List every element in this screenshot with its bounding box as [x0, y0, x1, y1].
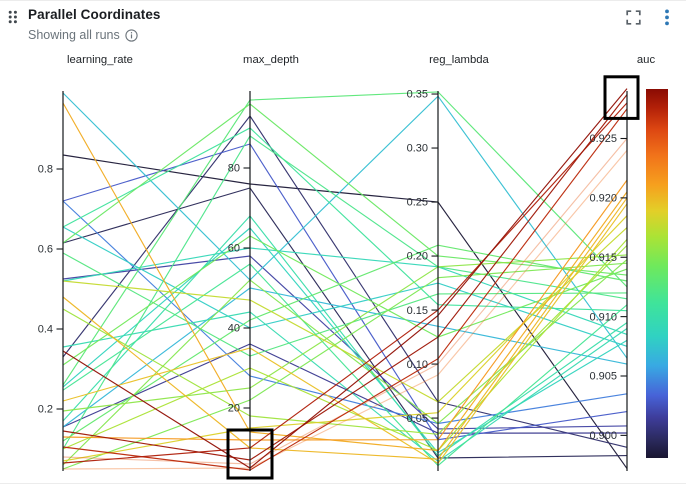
run-line: [62, 179, 628, 441]
run-line: [62, 247, 628, 335]
run-line: [62, 254, 628, 412]
run-line: [62, 262, 628, 470]
tick-label: 60: [228, 243, 240, 255]
run-line: [62, 102, 628, 464]
tick-label: 0.25: [407, 197, 428, 209]
run-line: [62, 197, 628, 460]
runs-status-label: Showing all runs: [28, 28, 120, 42]
run-line: [62, 311, 628, 463]
tick-label: 0.915: [589, 252, 617, 264]
axis-title-learning_rate: learning_rate: [67, 54, 133, 66]
tick-label: 0.10: [407, 359, 428, 371]
run-line: [62, 200, 628, 425]
run-line: [62, 150, 628, 470]
run-line: [62, 343, 628, 434]
axis-learning_rate[interactable]: 0.8 0.6 0.4 0.2 learning_rate: [38, 54, 133, 471]
run-line: [62, 215, 628, 457]
run-lines-layer: [62, 88, 628, 471]
axis-title-reg_lambda: reg_lambda: [429, 54, 489, 66]
tick-label: 0.05: [407, 413, 428, 425]
run-line: [62, 135, 628, 450]
axis-title-max_depth: max_depth: [243, 54, 299, 66]
run-line: [62, 92, 628, 359]
run-line: [62, 252, 628, 357]
tick-label: 0.6: [38, 244, 53, 256]
kebab-menu-icon[interactable]: [663, 9, 671, 27]
tick-label: 0.905: [589, 371, 617, 383]
tick-label: 0.30: [407, 143, 428, 155]
run-line: [62, 235, 628, 366]
run-line: [62, 187, 628, 459]
tick-label: 0.910: [589, 311, 617, 323]
brush-selection-auc[interactable]: [603, 75, 640, 120]
tick-label: 0.900: [589, 430, 617, 442]
runs-status: Showing all runs: [28, 28, 138, 42]
run-line: [62, 91, 628, 386]
axis-title-auc: auc: [637, 54, 656, 66]
run-line: [62, 263, 628, 467]
axis-reg_lambda[interactable]: 0.35 0.30 0.25 0.20 0.15 0.10 0.05 reg_lambda: [407, 54, 490, 471]
tick-label: 0.8: [38, 164, 53, 176]
drag-handle-icon[interactable]: [8, 10, 18, 29]
run-line: [62, 239, 628, 452]
axis-max_depth[interactable]: 80 60 40 20 max_depth: [228, 54, 299, 471]
run-line: [62, 143, 628, 441]
panel-title: Parallel Coordinates: [28, 7, 161, 22]
axis-auc[interactable]: 0.925 0.920 0.915 0.910 0.905 0.900 auc: [589, 54, 655, 471]
brush-layer[interactable]: [226, 75, 640, 480]
tick-label: 20: [228, 403, 240, 415]
tick-label: 40: [228, 323, 240, 335]
tick-label: 0.2: [38, 404, 53, 416]
run-line: [62, 215, 628, 462]
brush-selection-max_depth[interactable]: [226, 428, 274, 480]
run-line: [62, 94, 628, 461]
run-line: [62, 259, 628, 466]
fullscreen-icon[interactable]: [626, 10, 642, 26]
run-line: [62, 88, 628, 469]
tick-label: 0.925: [589, 133, 617, 145]
run-line: [62, 115, 628, 448]
tick-label: 0.4: [38, 324, 53, 336]
axes-layer[interactable]: 0.8 0.6 0.4 0.2 learning_rate 80 60 40 20 max_dep…: [38, 54, 656, 471]
tick-label: 80: [228, 163, 240, 175]
run-line: [62, 103, 628, 276]
tick-label: 0.20: [407, 251, 428, 263]
run-line: [62, 108, 628, 471]
run-line: [62, 127, 628, 312]
run-line: [62, 154, 628, 469]
run-line: [62, 244, 628, 435]
run-line: [62, 227, 628, 454]
run-line: [62, 203, 628, 465]
tick-label: 0.15: [407, 305, 428, 317]
info-icon[interactable]: [125, 28, 138, 42]
run-line: [62, 102, 628, 452]
tick-label: 0.35: [407, 89, 428, 101]
tick-label: 0.920: [589, 193, 617, 205]
run-line: [62, 244, 628, 442]
color-scale-bar: [646, 89, 668, 458]
